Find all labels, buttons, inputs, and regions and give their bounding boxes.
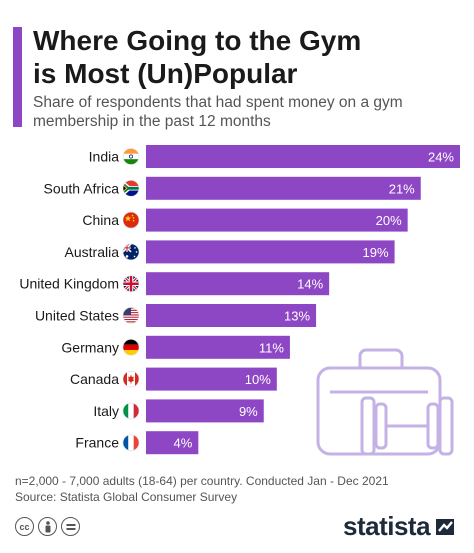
category-label: Canada: [70, 371, 119, 387]
chart-notes: n=2,000 - 7,000 adults (18-64) per count…: [15, 473, 465, 505]
license-icons: cc: [15, 517, 80, 536]
bar: [146, 367, 277, 391]
data-label: 14%: [297, 277, 323, 292]
bar-row: Australia 19%: [65, 240, 395, 264]
cc-icon[interactable]: cc: [15, 517, 34, 536]
south-africa-flag-icon: [122, 180, 140, 197]
data-label: 9%: [239, 404, 258, 419]
category-label: United Kingdom: [19, 276, 119, 292]
bar: [146, 272, 330, 296]
data-label: 4%: [174, 436, 193, 451]
title-line-1: Where Going to the Gym: [33, 25, 362, 56]
category-label: India: [89, 149, 120, 165]
bar-row: United Kingdom 14%: [19, 272, 330, 296]
canada-flag-icon: [122, 370, 140, 388]
bar: [146, 431, 199, 455]
nd-icon[interactable]: [61, 517, 80, 536]
gym-illustration: [316, 348, 454, 456]
data-label: 21%: [389, 181, 415, 196]
bar-row: Germany 11%: [61, 335, 290, 359]
data-label: 10%: [245, 372, 271, 387]
data-label: 20%: [376, 213, 402, 228]
data-label: 19%: [363, 245, 389, 260]
category-label: South Africa: [44, 180, 120, 196]
bar: [146, 304, 317, 327]
united-states-flag-icon: [122, 307, 140, 324]
bar: [146, 208, 408, 232]
bar: [146, 145, 460, 168]
category-label: Italy: [93, 403, 119, 419]
category-label: United States: [35, 308, 119, 324]
united-kingdom-flag-icon: [122, 275, 140, 293]
chart-title: Where Going to the Gym is Most (Un)Popul…: [33, 24, 463, 90]
data-label: 24%: [428, 150, 454, 165]
by-icon[interactable]: [38, 517, 57, 536]
bar-row: France 4%: [75, 431, 199, 455]
bar-row: China 20%: [82, 208, 408, 232]
australia-flag-icon: [122, 243, 140, 261]
bar-row: United States 13%: [35, 304, 317, 327]
category-label: Australia: [65, 244, 120, 260]
bar-row: South Africa 21%: [44, 176, 421, 200]
bar-row: Canada 10%: [70, 367, 277, 391]
logo-wordmark: statista: [343, 511, 431, 541]
title-line-2: is Most (Un)Popular: [33, 58, 298, 89]
bar: [146, 176, 421, 200]
sample-note: n=2,000 - 7,000 adults (18-64) per count…: [15, 474, 389, 488]
bar-row: India 24%: [89, 145, 460, 168]
france-flag-icon: [122, 434, 140, 452]
data-label: 13%: [284, 309, 310, 324]
bar: [146, 335, 290, 359]
source-note: Source: Statista Global Consumer Survey: [15, 490, 238, 504]
accent-bar: [13, 27, 22, 127]
india-flag-icon: [122, 148, 140, 165]
italy-flag-icon: [122, 402, 140, 420]
logo-mark-icon: [436, 518, 455, 535]
statista-logo[interactable]: statista: [343, 511, 456, 542]
china-flag-icon: [122, 211, 140, 229]
bar-chart: India 24% South Africa 21% China 20% Australia…: [19, 145, 460, 456]
germany-flag-icon: [122, 338, 140, 356]
category-label: Germany: [61, 339, 119, 355]
category-label: France: [75, 435, 119, 451]
data-label: 11%: [259, 340, 284, 355]
bar-row: Italy 9%: [93, 399, 264, 423]
chart-subtitle: Share of respondents that had spent mone…: [33, 94, 403, 130]
bar: [146, 240, 395, 264]
bar: [146, 399, 264, 423]
category-label: China: [82, 212, 119, 228]
